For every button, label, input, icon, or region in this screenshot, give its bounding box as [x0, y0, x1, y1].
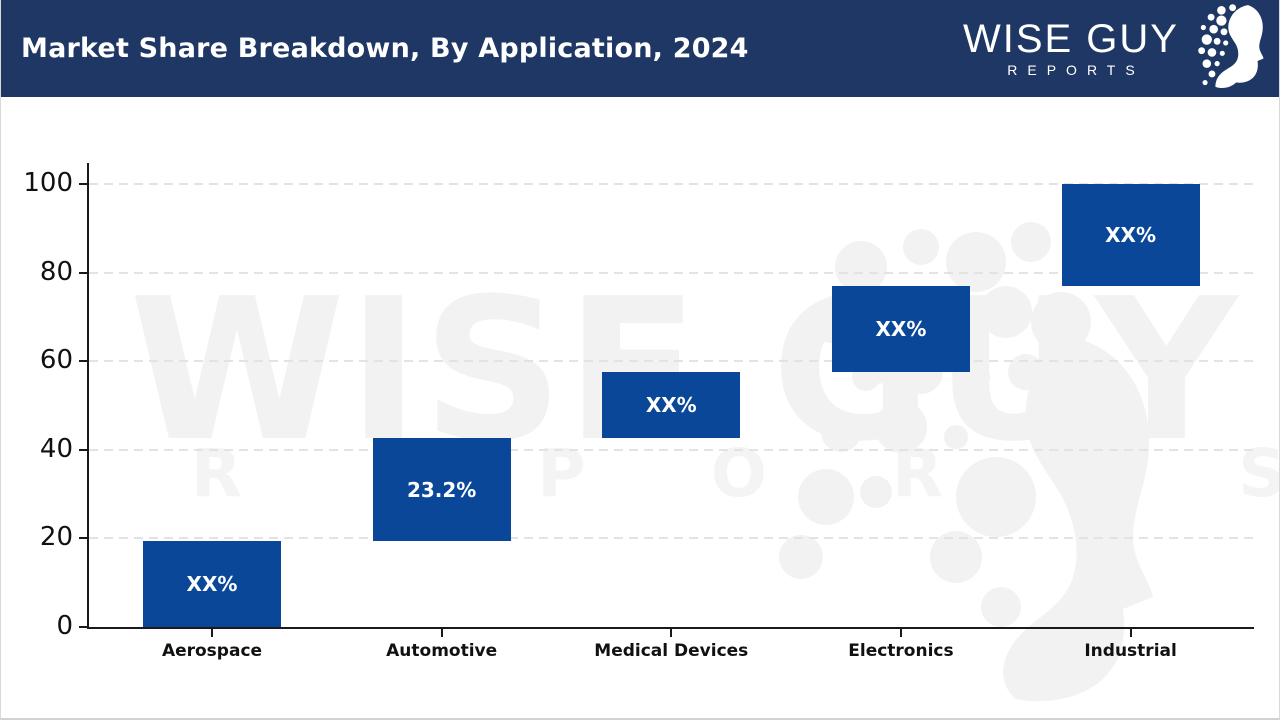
x-axis-tick [211, 629, 213, 637]
page-title: Market Share Breakdown, By Application, … [21, 33, 749, 64]
category-label-medical-devices: Medical Devices [594, 641, 749, 661]
x-axis-tick [899, 629, 902, 637]
logo-wordmark: WISE GUY [962, 17, 1179, 61]
waterfall-chart: WISE GUY R E P O R T S 0 20 40 60 80 100 XX% Ae… [1, 97, 1279, 718]
gridline-80 [89, 271, 1254, 274]
y-axis-tick-label: 60 [39, 345, 73, 376]
bar-value-label: XX% [186, 572, 238, 597]
y-axis-tick [79, 537, 87, 540]
y-axis-tick-label: 20 [39, 522, 73, 553]
y-axis-tick [79, 271, 87, 274]
bar-value-label: XX% [645, 393, 697, 418]
y-axis-tick-label: 100 [23, 168, 73, 198]
bar-industrial: XX% [1061, 184, 1200, 286]
x-axis-line [87, 627, 1254, 629]
bar-automotive: 23.2% [372, 438, 511, 542]
x-axis-tick [670, 629, 673, 637]
bar-value-label: XX% [875, 316, 927, 341]
y-axis-tick-label: 0 [56, 611, 73, 641]
gridline-60 [89, 360, 1254, 363]
y-axis-tick [79, 448, 87, 451]
category-label-aerospace: Aerospace [161, 641, 263, 661]
logo-head-icon [1198, 3, 1264, 88]
bar-aerospace: XX% [143, 541, 281, 627]
bar-electronics: XX% [831, 285, 970, 372]
bar-value-label: XX% [1105, 222, 1157, 247]
y-axis-line [87, 163, 89, 629]
category-label-automotive: Automotive [386, 641, 498, 661]
gridline-100 [89, 183, 1254, 185]
header-bar: Market Share Breakdown, By Application, … [1, 0, 1279, 97]
wiseguy-logo-text: WISE GUY REPORTS [963, 19, 1179, 78]
plot-area: 0 20 40 60 80 100 XX% Aerospace 23.2% Automotive X… [1, 97, 1279, 718]
gridline-40 [89, 448, 1254, 451]
bar-value-label: 23.2% [406, 477, 477, 502]
y-axis-tick [79, 360, 87, 363]
y-axis-tick [79, 626, 87, 628]
y-axis-tick-label: 80 [39, 256, 73, 287]
logo-subtitle: REPORTS [1007, 62, 1145, 78]
category-label-electronics: Electronics [848, 641, 954, 661]
wiseguy-logo: WISE GUY REPORTS [963, 0, 1267, 97]
y-axis-tick [79, 183, 87, 185]
bar-medical-devices: XX% [602, 371, 741, 439]
y-axis-tick-label: 40 [39, 433, 73, 464]
category-label-industrial: Industrial [1084, 641, 1177, 661]
gridline-20 [89, 537, 1254, 540]
x-axis-tick [440, 629, 443, 637]
x-axis-tick [1129, 629, 1132, 637]
